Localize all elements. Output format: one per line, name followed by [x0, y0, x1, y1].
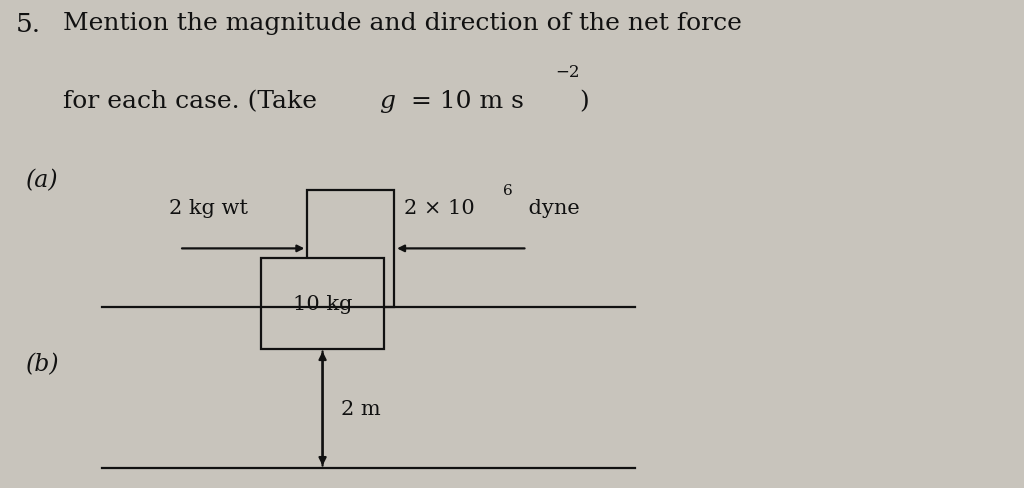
Text: = 10 m s: = 10 m s: [403, 90, 524, 113]
Text: (b): (b): [26, 352, 59, 375]
Text: Mention the magnitude and direction of the net force: Mention the magnitude and direction of t…: [63, 12, 742, 35]
Text: 5.: 5.: [15, 12, 41, 37]
Text: dyne: dyne: [522, 198, 580, 217]
Text: 6: 6: [503, 183, 513, 198]
Text: (a): (a): [26, 169, 58, 192]
Bar: [307, 190, 394, 307]
Text: 2 kg wt: 2 kg wt: [169, 198, 248, 217]
Text: −2: −2: [555, 63, 580, 81]
Text: 2 × 10: 2 × 10: [404, 198, 475, 217]
Text: for each case. (Take: for each case. (Take: [63, 90, 326, 113]
Text: 2 m: 2 m: [341, 399, 381, 418]
Text: ): ): [580, 90, 590, 113]
Text: g: g: [379, 90, 395, 113]
Text: 10 kg: 10 kg: [293, 294, 352, 313]
Bar: [261, 259, 384, 349]
